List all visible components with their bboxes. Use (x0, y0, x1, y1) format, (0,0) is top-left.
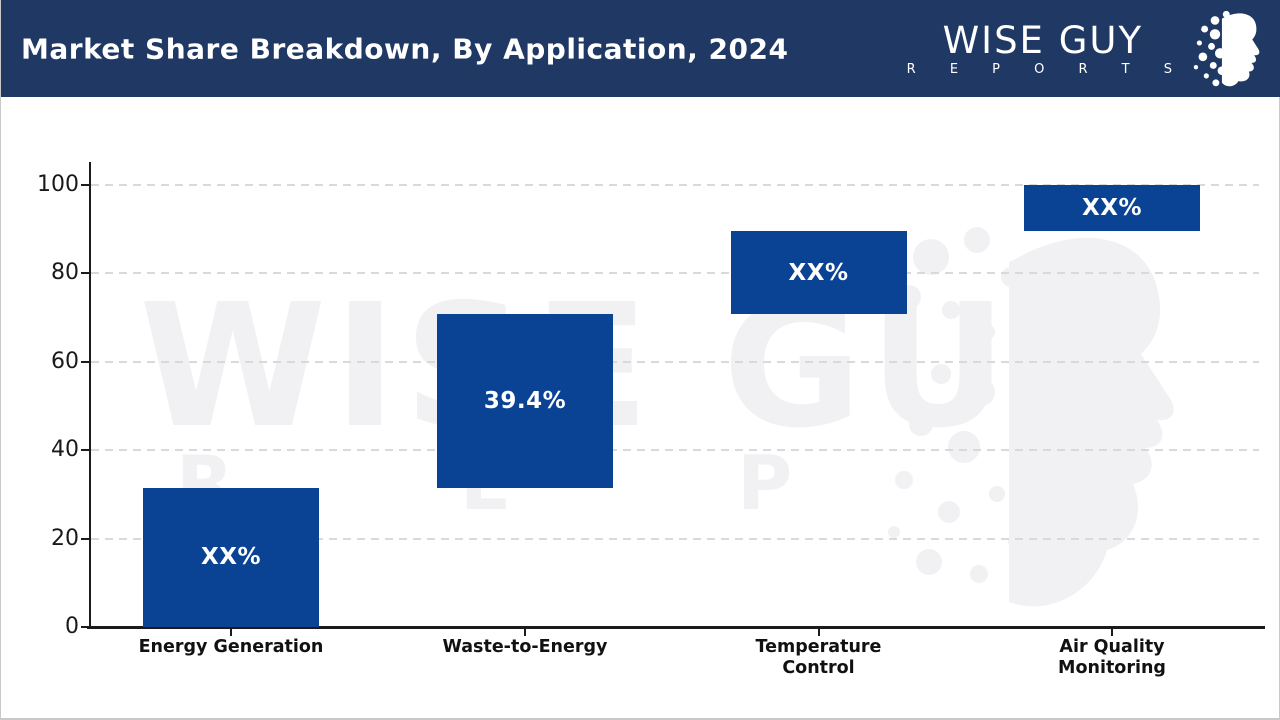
bar-value-label: 39.4% (483, 387, 567, 414)
watermark-text: WISE GUY (139, 268, 1145, 466)
chart-title: Market Share Breakdown, By Application, … (21, 32, 789, 65)
y-axis-tick-label: 40 (51, 437, 79, 463)
bar: XX% (143, 487, 319, 627)
y-axis-tick (81, 537, 89, 540)
y-axis-tick-label: 0 (65, 614, 79, 639)
gridline-80 (91, 272, 1259, 275)
logo-name: WISE GUY (942, 18, 1144, 62)
category-label: Air Quality Monitoring (1058, 637, 1166, 678)
header-bar: Market Share Breakdown, By Application, … (1, 0, 1280, 97)
y-axis-tick (81, 626, 89, 628)
y-axis-line (89, 162, 91, 629)
logo-tagline: R E P O R T S (906, 62, 1187, 78)
y-axis-tick-label: 100 (37, 172, 79, 197)
y-axis-tick (81, 449, 89, 452)
y-axis-tick (81, 360, 89, 363)
gridline-20 (91, 537, 1259, 540)
y-axis-tick (81, 184, 89, 186)
x-axis-tick (524, 629, 526, 636)
logo-face-icon (1193, 10, 1260, 87)
x-axis-tick (1111, 629, 1113, 636)
bar: XX% (1024, 185, 1200, 232)
y-axis-tick (81, 272, 89, 275)
bar-value-label: XX% (1081, 195, 1142, 222)
y-axis-tick-label: 60 (51, 348, 79, 374)
bar-value-label: XX% (200, 544, 261, 571)
chart-area: 0 20 40 60 80 100 XX% Energy Generation 39.4% Was… (1, 97, 1280, 720)
category-label: Temperature Control (755, 637, 882, 678)
gridline-100 (91, 184, 1259, 186)
category-label: Waste-to-Energy (442, 637, 608, 657)
y-axis-tick-label: 20 (51, 525, 79, 551)
category-label: Energy Generation (138, 637, 324, 657)
bar: 39.4% (437, 313, 613, 488)
x-axis-tick (230, 629, 232, 636)
logo-text: WISE GUY R E P O R T S (899, 18, 1187, 78)
watermark-face-icon (886, 227, 1174, 607)
bar: XX% (730, 231, 907, 314)
bar-value-label: XX% (788, 259, 849, 286)
x-axis-tick (817, 629, 820, 636)
gridline-60 (91, 360, 1259, 363)
x-axis-line (87, 626, 1265, 629)
y-axis-tick-label: 80 (51, 260, 79, 286)
wise-guy-reports-logo: WISE GUY R E P O R T S (899, 6, 1267, 92)
gridline-40 (91, 449, 1259, 452)
